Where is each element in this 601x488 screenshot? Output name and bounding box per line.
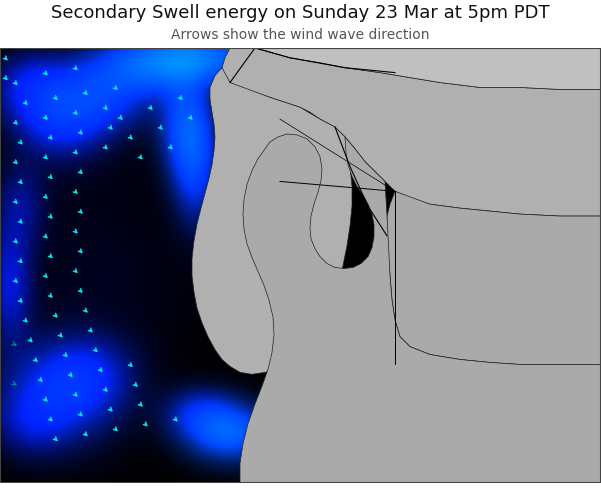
- Polygon shape: [387, 192, 601, 365]
- Polygon shape: [255, 49, 601, 90]
- Polygon shape: [192, 68, 352, 375]
- Polygon shape: [222, 49, 601, 217]
- Polygon shape: [240, 135, 601, 483]
- Text: Arrows show the wind wave direction: Arrows show the wind wave direction: [171, 28, 430, 42]
- Text: Secondary Swell energy on Sunday 23 Mar at 5pm PDT: Secondary Swell energy on Sunday 23 Mar …: [51, 4, 550, 22]
